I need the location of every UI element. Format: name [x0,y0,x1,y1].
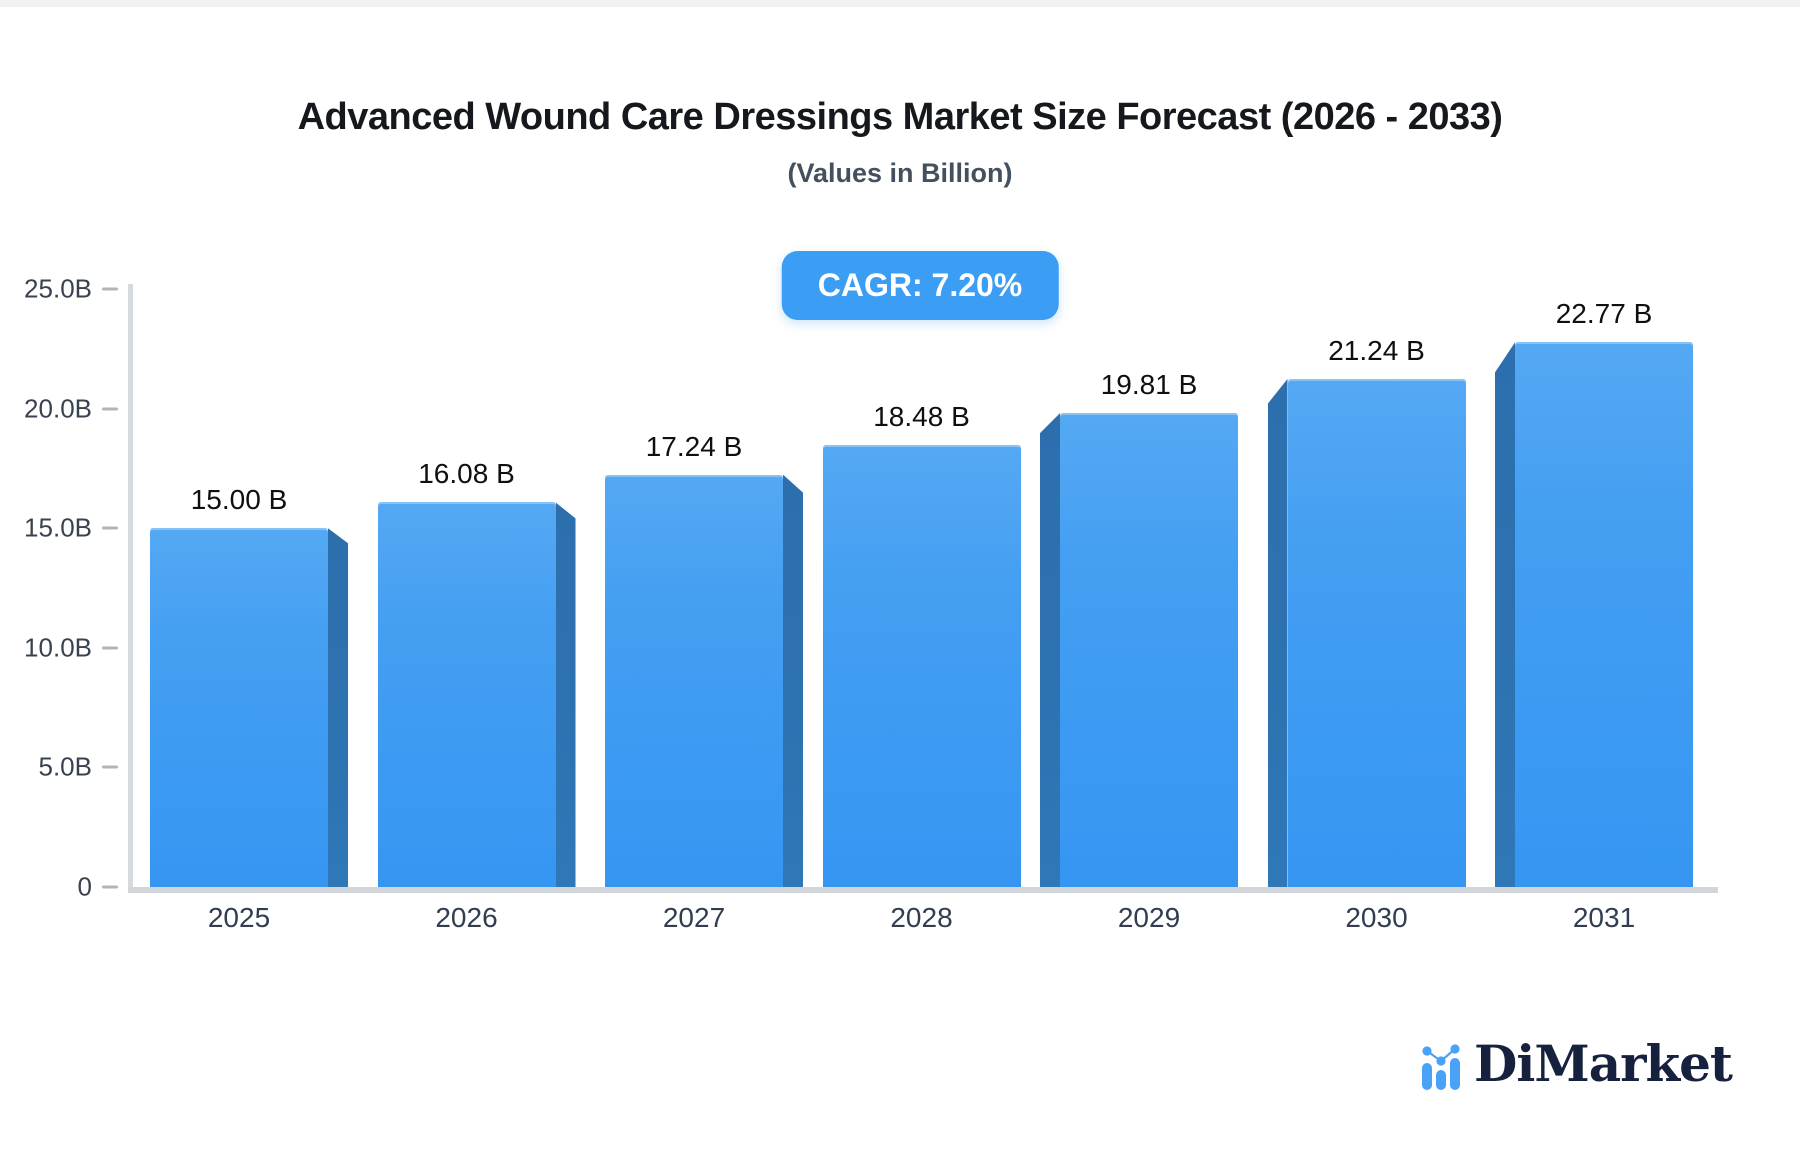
y-tick-label: 5.0B [38,751,93,782]
x-tick-label: 2029 [1117,902,1181,933]
bar-value-label: 19.81 B [1100,369,1198,401]
dimarket-logo[interactable]: DiMarket [1420,1034,1733,1093]
y-tick-label: 20.0B [24,393,92,424]
y-tick-mark [102,287,118,291]
bar-value-label: 18.48 B [873,400,970,432]
bar-2030[interactable] [1287,378,1466,887]
y-tick-mark [102,407,118,411]
bar-2025[interactable] [150,528,328,887]
x-tick-label: 2026 [435,902,498,933]
cagr-badge: CAGR: 7.20% [781,251,1059,320]
x-tick-label: 2025 [207,902,271,933]
x-tick-label: 2031 [1572,902,1636,933]
y-tick-label: 0 [77,871,92,902]
chart-subtitle: (Values in Billion) [787,158,1013,188]
bar-2027[interactable] [605,474,783,887]
page-top-edge [0,0,1800,7]
bar-2031[interactable] [1515,342,1693,887]
bar-side-face [1040,413,1060,887]
bar-side-face [328,528,348,887]
bar-2029[interactable] [1060,413,1238,887]
x-tick-label: 2027 [662,902,726,933]
bar-2028[interactable] [822,444,1021,887]
y-tick-mark [102,526,118,530]
y-axis-line [128,284,133,893]
chart-title: Advanced Wound Care Dressings Market Siz… [297,96,1503,138]
bar-side-face [1495,342,1515,887]
x-axis-line [128,887,1718,893]
bar-side-face [555,502,576,887]
bar-side-face [783,474,803,887]
x-tick-label: 2028 [890,902,953,933]
dimarket-logo-text: DiMarket [1474,1034,1733,1093]
y-tick-label: 10.0B [24,632,92,663]
x-tick-label: 2030 [1345,902,1408,933]
bar-value-label: 16.08 B [418,458,515,490]
y-tick-label: 25.0B [24,273,92,304]
y-tick-mark [102,885,118,889]
bar-value-label: 17.24 B [645,430,743,462]
cagr-badge-label: CAGR: 7.20% [817,267,1023,303]
bar-value-label: 22.77 B [1555,298,1653,330]
bar-2026[interactable] [377,502,556,887]
y-tick-label: 15.0B [24,512,92,543]
y-tick-mark [102,765,118,769]
y-tick-mark [102,646,118,650]
dimarket-logo-icon [1422,1044,1460,1090]
bar-value-label: 21.24 B [1328,334,1425,366]
bar-side-face [1267,378,1288,887]
bar-value-label: 15.00 B [190,484,288,516]
